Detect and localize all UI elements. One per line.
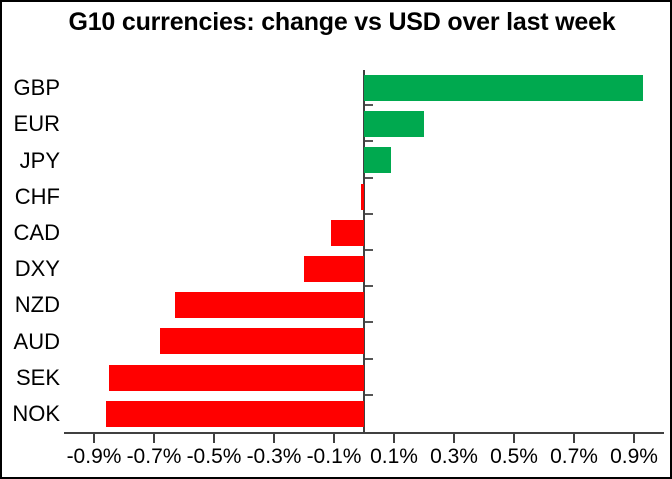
x-axis-tick: [333, 432, 335, 443]
x-axis-tick: [573, 432, 575, 443]
x-axis-tick-label: -0.5%: [186, 445, 242, 468]
y-axis-tick: [365, 285, 373, 288]
y-axis-label-gbp: GBP: [13, 75, 60, 101]
bar-dxy: [304, 256, 364, 282]
x-axis-tick: [213, 432, 215, 443]
x-axis-tick-label: 0.1%: [370, 445, 418, 468]
x-axis-tick-label: 0.5%: [490, 445, 538, 468]
bar-eur: [364, 111, 424, 138]
bar-row: [64, 360, 664, 396]
zero-axis-line: [363, 70, 365, 432]
bar-row: [64, 287, 664, 324]
x-axis-tick: [93, 432, 95, 443]
y-axis-tick: [365, 140, 373, 143]
bar-aud: [160, 328, 364, 355]
bar-sek: [109, 364, 364, 391]
y-axis-tick: [365, 393, 373, 396]
bar-chf: [361, 183, 364, 210]
y-axis-label-sek: SEK: [15, 364, 60, 390]
bar-gbp: [364, 75, 643, 101]
y-axis-tick: [365, 176, 373, 179]
bar-row: [64, 323, 664, 360]
y-axis-tick: [365, 321, 373, 324]
bar-row: [64, 142, 664, 179]
bar-cad: [331, 219, 364, 246]
y-axis-tick: [365, 248, 373, 251]
bar-nzd: [175, 292, 364, 319]
chart-title: G10 currencies: change vs USD over last …: [68, 8, 616, 36]
x-axis-tick-label: -0.3%: [246, 445, 302, 468]
y-axis-label-chf: CHF: [14, 183, 60, 209]
y-axis-label-eur: EUR: [13, 111, 60, 137]
x-axis-tick: [453, 432, 455, 443]
y-axis-label-nok: NOK: [12, 400, 60, 426]
bar-row: [64, 396, 664, 432]
x-axis-tick-label: 0.7%: [550, 445, 598, 468]
x-axis-tick-label: -0.1%: [306, 445, 362, 468]
x-axis-tick: [153, 432, 155, 443]
bar-nok: [106, 400, 364, 427]
y-axis-tick: [365, 357, 373, 360]
y-axis-label-dxy: DXY: [14, 256, 60, 282]
y-axis-label-cad: CAD: [13, 219, 60, 245]
x-axis-tick: [393, 432, 395, 443]
x-axis-tick: [513, 432, 515, 443]
y-axis-tick: [365, 212, 373, 215]
y-axis-label-aud: AUD: [13, 328, 60, 354]
y-axis-label-nzd: NZD: [14, 292, 60, 318]
x-axis-tick: [633, 432, 635, 443]
y-axis-tick: [365, 104, 373, 107]
bar-row: [64, 70, 664, 107]
x-axis-tick: [273, 432, 275, 443]
bar-row: [64, 251, 664, 288]
x-axis-tick-label: 0.9%: [610, 445, 658, 468]
bar-row: [64, 215, 664, 251]
bar-row: [64, 179, 664, 215]
x-axis-line: [64, 432, 664, 434]
bar-row: [64, 106, 664, 143]
y-axis-label-jpy: JPY: [19, 147, 60, 173]
x-axis-tick-label: 0.3%: [430, 445, 478, 468]
x-axis-tick-label: -0.7%: [126, 445, 182, 468]
y-axis-category-labels: GBP EUR JPY CHF CAD DXY NZD AUD SEK NOK: [2, 70, 60, 432]
plot-area: [64, 70, 664, 432]
x-axis-tick-label: -0.9%: [66, 445, 122, 468]
bar-jpy: [364, 147, 391, 174]
